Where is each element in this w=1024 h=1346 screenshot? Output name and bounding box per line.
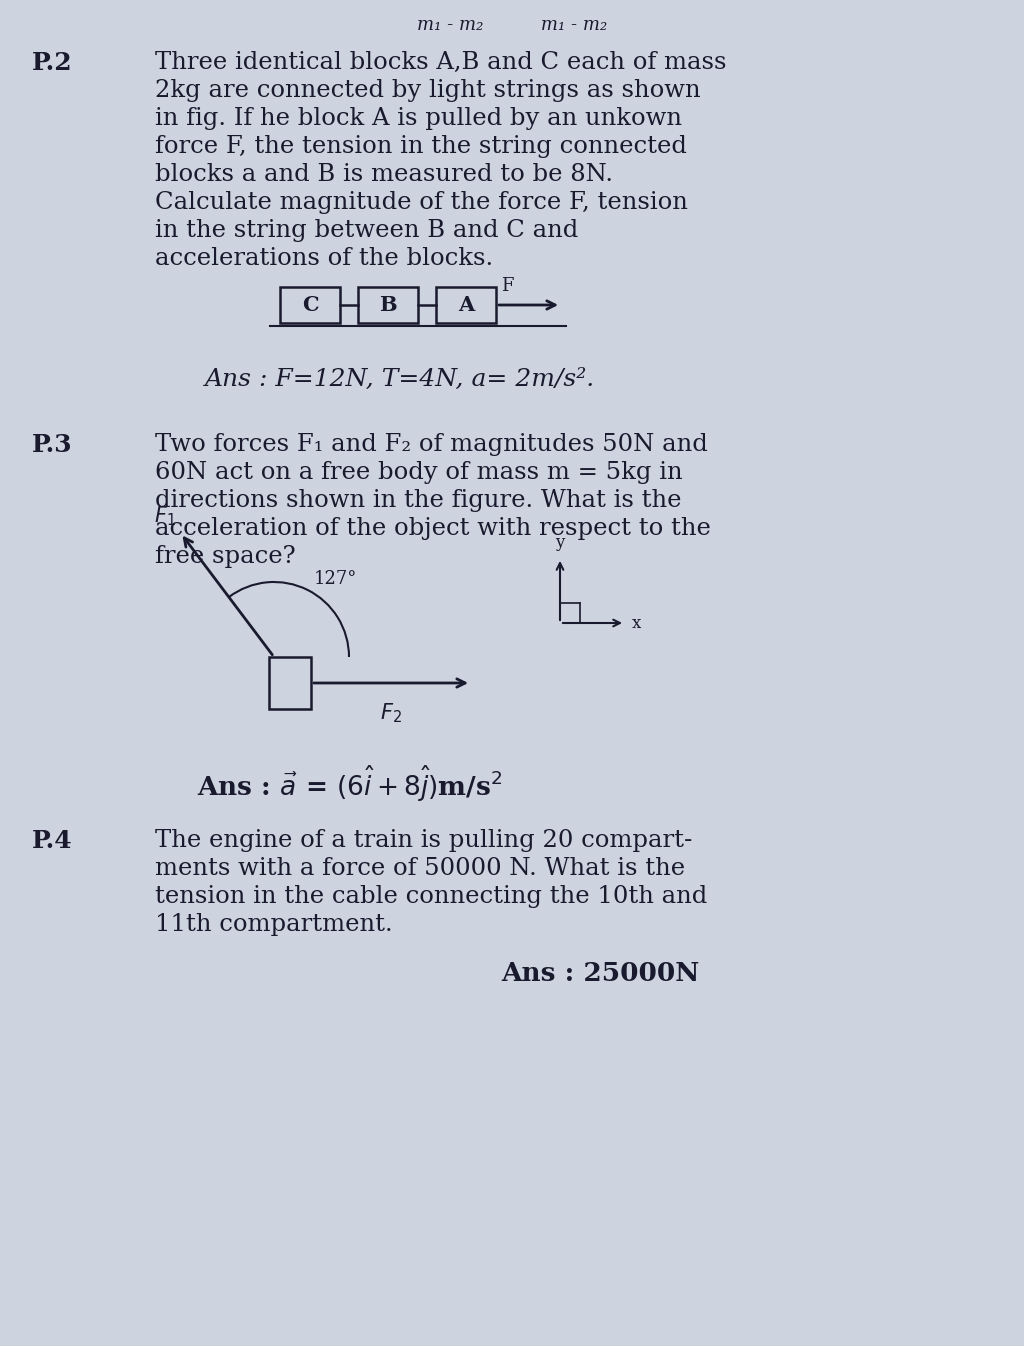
Text: free space?: free space? xyxy=(155,545,296,568)
Text: m₁ - m₂          m₁ - m₂: m₁ - m₂ m₁ - m₂ xyxy=(417,16,607,34)
Text: The engine of a train is pulling 20 compart-: The engine of a train is pulling 20 comp… xyxy=(155,829,692,852)
Text: $F_2$: $F_2$ xyxy=(380,701,402,724)
Text: $F_1$: $F_1$ xyxy=(154,505,176,528)
Text: in the string between B and C and: in the string between B and C and xyxy=(155,219,579,242)
Text: y: y xyxy=(555,534,564,551)
Text: force F, the tension in the string connected: force F, the tension in the string conne… xyxy=(155,135,687,157)
Text: ments with a force of 50000 N. What is the: ments with a force of 50000 N. What is t… xyxy=(155,857,685,880)
Text: P.3: P.3 xyxy=(32,433,73,458)
Text: C: C xyxy=(302,295,318,315)
Text: directions shown in the figure. What is the: directions shown in the figure. What is … xyxy=(155,489,682,511)
Text: x: x xyxy=(632,615,641,631)
Text: Ans : $\vec{a}$ = $(6\hat{i}+8\hat{j})$m/s$^2$: Ans : $\vec{a}$ = $(6\hat{i}+8\hat{j})$m… xyxy=(198,765,503,805)
Text: blocks a and B is measured to be 8N.: blocks a and B is measured to be 8N. xyxy=(155,163,613,186)
Text: 11th compartment.: 11th compartment. xyxy=(155,913,392,935)
Text: Ans : 25000N: Ans : 25000N xyxy=(501,961,699,987)
Text: Three identical blocks A,B and C each of mass: Three identical blocks A,B and C each of… xyxy=(155,51,726,74)
Text: 60N act on a free body of mass m = 5kg in: 60N act on a free body of mass m = 5kg i… xyxy=(155,460,683,485)
Text: Ans : F=12N, T=4N, a= 2m/s².: Ans : F=12N, T=4N, a= 2m/s². xyxy=(205,367,595,390)
Text: A: A xyxy=(458,295,474,315)
Text: 2kg are connected by light strings as shown: 2kg are connected by light strings as sh… xyxy=(155,79,700,102)
Text: P.4: P.4 xyxy=(32,829,73,853)
Text: tension in the cable connecting the 10th and: tension in the cable connecting the 10th… xyxy=(155,886,708,909)
Text: F: F xyxy=(501,277,513,295)
Text: accelerations of the blocks.: accelerations of the blocks. xyxy=(155,248,494,271)
Text: in fig. If he block A is pulled by an unkown: in fig. If he block A is pulled by an un… xyxy=(155,106,682,131)
Text: Two forces F₁ and F₂ of magnitudes 50N and: Two forces F₁ and F₂ of magnitudes 50N a… xyxy=(155,433,708,456)
Text: B: B xyxy=(379,295,397,315)
Text: Calculate magnitude of the force F, tension: Calculate magnitude of the force F, tens… xyxy=(155,191,688,214)
Text: 127°: 127° xyxy=(314,569,357,588)
Text: P.2: P.2 xyxy=(32,51,73,75)
Text: acceleration of the object with respect to the: acceleration of the object with respect … xyxy=(155,517,711,540)
